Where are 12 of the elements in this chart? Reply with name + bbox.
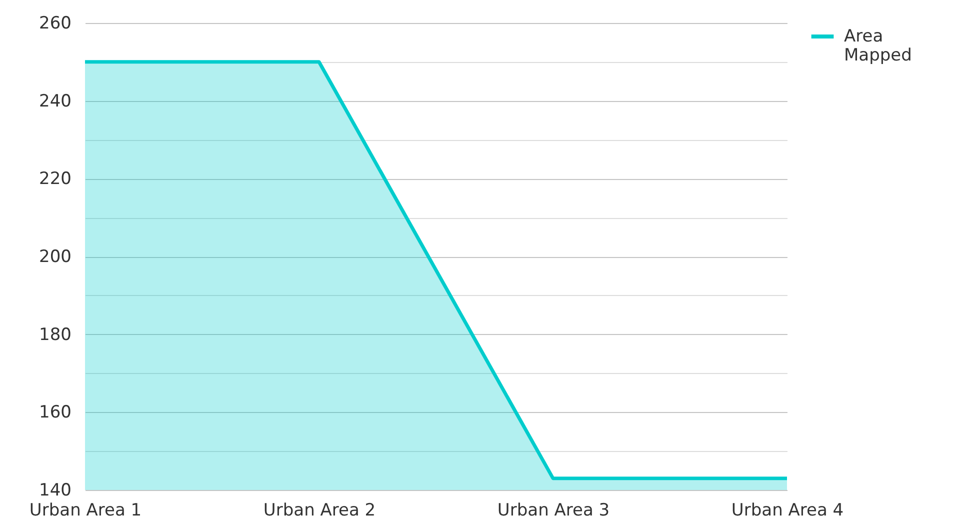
x-tick-label: Urban Area 3 bbox=[497, 500, 610, 520]
y-tick-label: 140 bbox=[39, 480, 72, 500]
y-tick-label: 160 bbox=[39, 402, 72, 423]
y-tick-label: 180 bbox=[39, 324, 72, 345]
x-tick-label: Urban Area 1 bbox=[29, 500, 142, 520]
y-tick-label: 200 bbox=[39, 247, 72, 267]
x-tick-label: Urban Area 2 bbox=[263, 500, 376, 520]
legend-label: Area Mapped bbox=[844, 26, 912, 66]
y-tick-label: 240 bbox=[39, 91, 72, 112]
x-tick-label: Urban Area 4 bbox=[731, 500, 844, 520]
y-tick-label: 220 bbox=[39, 169, 72, 190]
y-tick-label: 260 bbox=[39, 14, 72, 34]
